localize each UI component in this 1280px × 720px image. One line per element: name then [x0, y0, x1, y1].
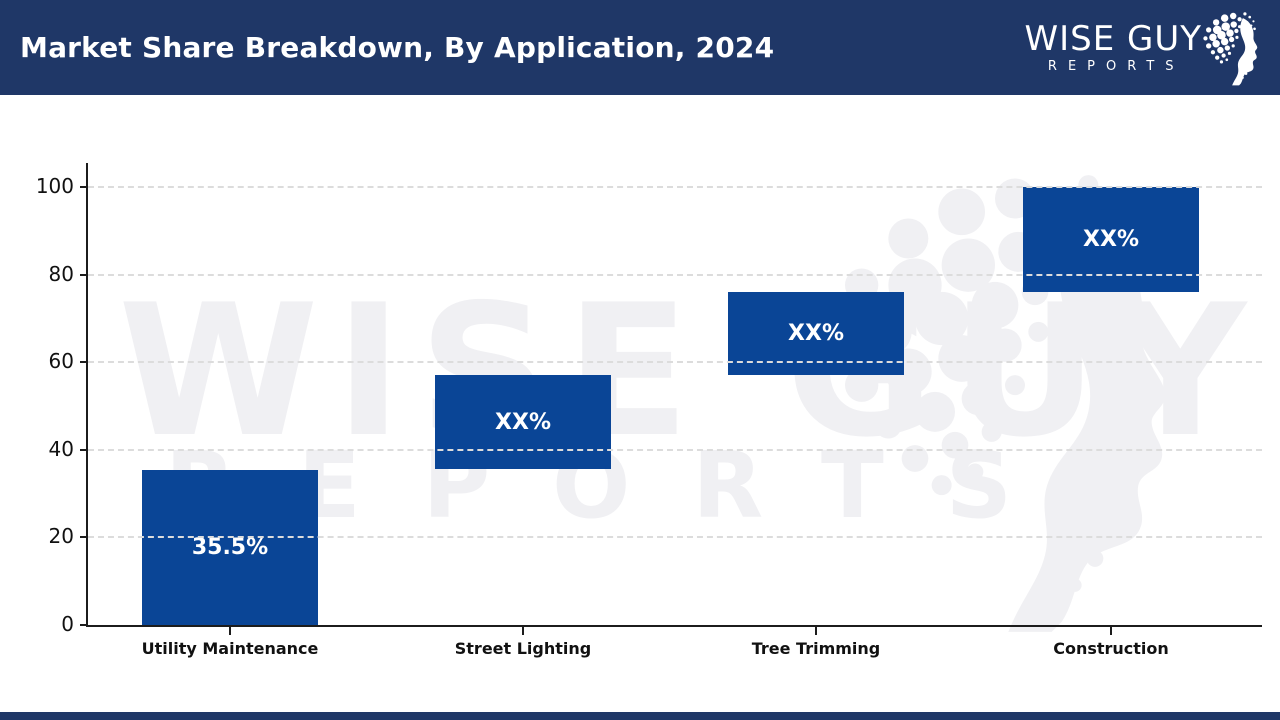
y-axis: [86, 163, 88, 627]
bar-value-label: XX%: [788, 321, 844, 347]
bar-value-label: XX%: [1083, 227, 1139, 253]
y-tick-label: 20: [48, 524, 74, 549]
x-tick-label: Utility Maintenance: [141, 639, 319, 658]
x-tick: [229, 627, 231, 635]
x-tick-label: Street Lighting: [454, 639, 592, 658]
x-tick: [1110, 627, 1112, 635]
y-tick: [80, 536, 88, 539]
gridline-100: [88, 186, 1262, 188]
bar-2: XX%: [435, 375, 611, 470]
y-tick: [80, 448, 88, 451]
x-tick: [815, 627, 817, 635]
gridline-80: [88, 273, 1262, 276]
y-tick-label: 100: [35, 174, 74, 198]
gridline-40: [88, 448, 1262, 451]
y-tick: [80, 186, 88, 188]
bar-value-label: 35.5%: [191, 534, 269, 560]
chart-title: Market Share Breakdown, By Application, …: [20, 31, 775, 64]
gridline-20: [88, 536, 1262, 539]
chart-area: WISE GUY REPORTS 35.5% XX% XX% XX% 0 20 40 60 80…: [0, 95, 1280, 712]
y-tick-label: 0: [61, 612, 74, 636]
face-dots-icon: [1203, 11, 1258, 85]
y-tick: [80, 273, 88, 276]
watermark-wise-guy: WISE GUY: [118, 265, 1263, 477]
x-tick-label: Tree Trimming: [751, 639, 881, 658]
bar-4: XX%: [1023, 187, 1199, 293]
x-tick-label: Construction: [1053, 639, 1169, 658]
logo-reports-text: REPORTS: [1047, 59, 1185, 74]
y-tick-label: 40: [48, 436, 74, 461]
y-tick-label: 80: [48, 261, 74, 286]
x-axis: [88, 625, 1262, 627]
footer-bar: [0, 712, 1280, 720]
y-tick-label: 60: [48, 349, 74, 374]
wise-guy-logo: WISE GUY REPORTS: [1024, 10, 1262, 86]
logo-text: WISE GUY REPORTS: [1024, 22, 1202, 73]
y-tick: [80, 624, 88, 626]
y-tick: [80, 361, 88, 364]
bar-1: 35.5%: [142, 469, 318, 625]
gridline-60: [88, 361, 1262, 364]
bar-value-label: XX%: [495, 409, 551, 435]
logo-wise-guy-text: WISE GUY: [1024, 19, 1202, 59]
x-tick: [522, 627, 524, 635]
header: Market Share Breakdown, By Application, …: [0, 0, 1280, 95]
